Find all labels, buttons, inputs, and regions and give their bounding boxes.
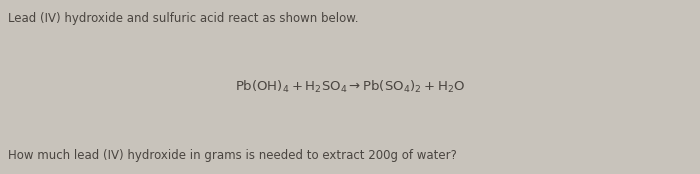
Text: $\mathregular{Pb(OH)_4 + H_2SO_4 \rightarrow Pb(SO_4)_2 + H_2O}$: $\mathregular{Pb(OH)_4 + H_2SO_4 \righta… <box>235 79 465 95</box>
Text: How much lead (IV) hydroxide in grams is needed to extract 200g of water?: How much lead (IV) hydroxide in grams is… <box>8 149 457 162</box>
Text: Lead (IV) hydroxide and sulfuric acid react as shown below.: Lead (IV) hydroxide and sulfuric acid re… <box>8 12 359 25</box>
